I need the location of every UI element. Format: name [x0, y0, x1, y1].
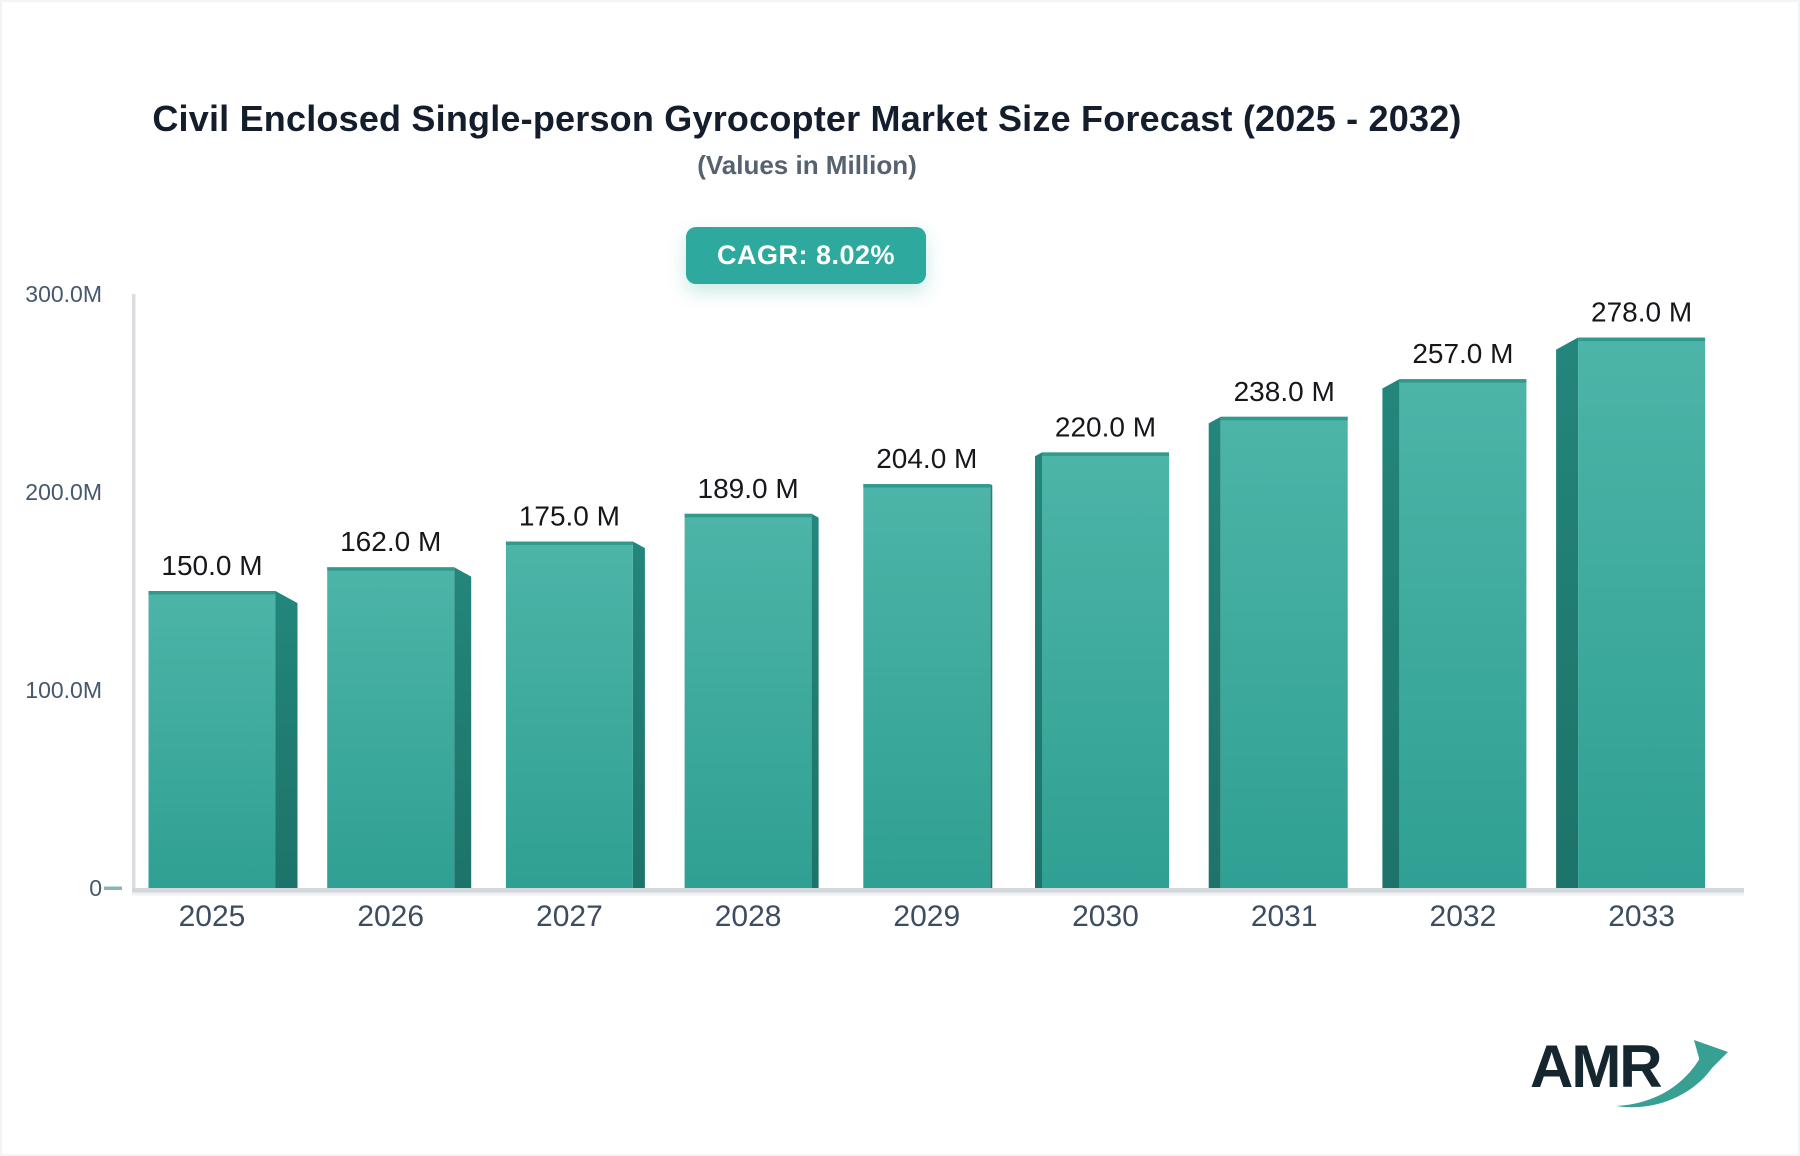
amr-logo: AMR — [1530, 1032, 1730, 1122]
bar-value-label: 162.0 M — [340, 526, 441, 557]
bar-top-edge-2026 — [327, 567, 455, 571]
bar-top-edge-2025 — [148, 591, 276, 595]
bar-2026 — [327, 567, 455, 888]
x-tick-label: 2026 — [357, 900, 424, 933]
x-tick-label: 2028 — [715, 900, 782, 933]
growth-arrow-icon — [1616, 1040, 1728, 1108]
bar-value-label: 238.0 M — [1234, 376, 1335, 407]
y-tick-label: 100.0M — [25, 677, 102, 703]
cagr-badge: CAGR: 8.02% — [686, 227, 926, 284]
x-tick-label: 2029 — [893, 900, 960, 933]
bar-2033 — [1578, 337, 1706, 888]
bar-value-label: 257.0 M — [1412, 338, 1513, 369]
chart-title: Civil Enclosed Single-person Gyrocopter … — [152, 98, 1462, 139]
bar-value-label: 204.0 M — [876, 443, 977, 474]
bar-2029 — [863, 484, 991, 888]
bar-top-edge-2029 — [863, 484, 991, 488]
y-axis-line — [132, 294, 136, 892]
bar-side-2033 — [1556, 337, 1579, 888]
y-tick-label: 300.0M — [25, 281, 102, 307]
bar-side-2027 — [632, 541, 645, 888]
bar-2025 — [148, 591, 276, 888]
x-tick-label: 2025 — [179, 900, 246, 933]
zero-tick-mark — [104, 886, 122, 890]
x-axis-line — [132, 888, 1744, 893]
bar-side-2032 — [1382, 379, 1400, 888]
x-tick-label: 2027 — [536, 900, 603, 933]
x-tick-label: 2031 — [1251, 900, 1318, 933]
y-tick-label: 0 — [89, 875, 102, 901]
bar-2028 — [684, 513, 812, 888]
bar-top-edge-2031 — [1220, 416, 1348, 421]
bar-side-2026 — [454, 567, 472, 888]
bar-2030 — [1042, 452, 1169, 888]
bar-side-2031 — [1208, 416, 1221, 888]
bar-side-2029 — [990, 484, 993, 888]
chart-subtitle: (Values in Million) — [697, 150, 917, 180]
bar-side-2028 — [811, 513, 819, 888]
x-tick-label: 2032 — [1430, 900, 1497, 933]
bar-top-edge-2032 — [1399, 379, 1527, 383]
bar-top-edge-2030 — [1042, 452, 1169, 456]
cagr-badge-label: CAGR: 8.02% — [716, 240, 896, 270]
x-axis-shadow — [132, 892, 1744, 896]
bar-top-edge-2028 — [684, 513, 812, 518]
x-tick-label: 2033 — [1608, 900, 1675, 933]
bar-side-2030 — [1035, 452, 1042, 888]
bar-2027 — [505, 541, 633, 888]
bar-top-edge-2033 — [1578, 337, 1706, 342]
amr-logo-text: AMR — [1530, 1033, 1663, 1100]
bar-side-2025 — [275, 591, 298, 888]
bar-top-edge-2027 — [505, 541, 633, 545]
bar-value-label: 150.0 M — [161, 550, 262, 581]
x-tick-label: 2030 — [1072, 900, 1139, 933]
bar-value-label: 189.0 M — [698, 473, 799, 504]
y-tick-label: 200.0M — [25, 479, 102, 505]
bar-2032 — [1399, 379, 1527, 888]
bar-value-label: 278.0 M — [1591, 297, 1692, 328]
bar-value-label: 175.0 M — [519, 501, 620, 532]
bar-value-label: 220.0 M — [1055, 411, 1156, 442]
bar-2031 — [1220, 416, 1348, 888]
